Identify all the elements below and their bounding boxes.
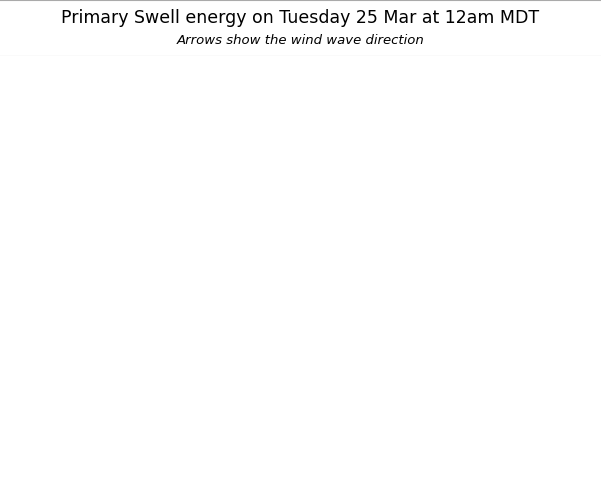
Text: Primary Swell energy on Tuesday 25 Mar at 12am MDT: Primary Swell energy on Tuesday 25 Mar a… xyxy=(61,9,540,27)
Text: Arrows show the wind wave direction: Arrows show the wind wave direction xyxy=(177,34,424,47)
